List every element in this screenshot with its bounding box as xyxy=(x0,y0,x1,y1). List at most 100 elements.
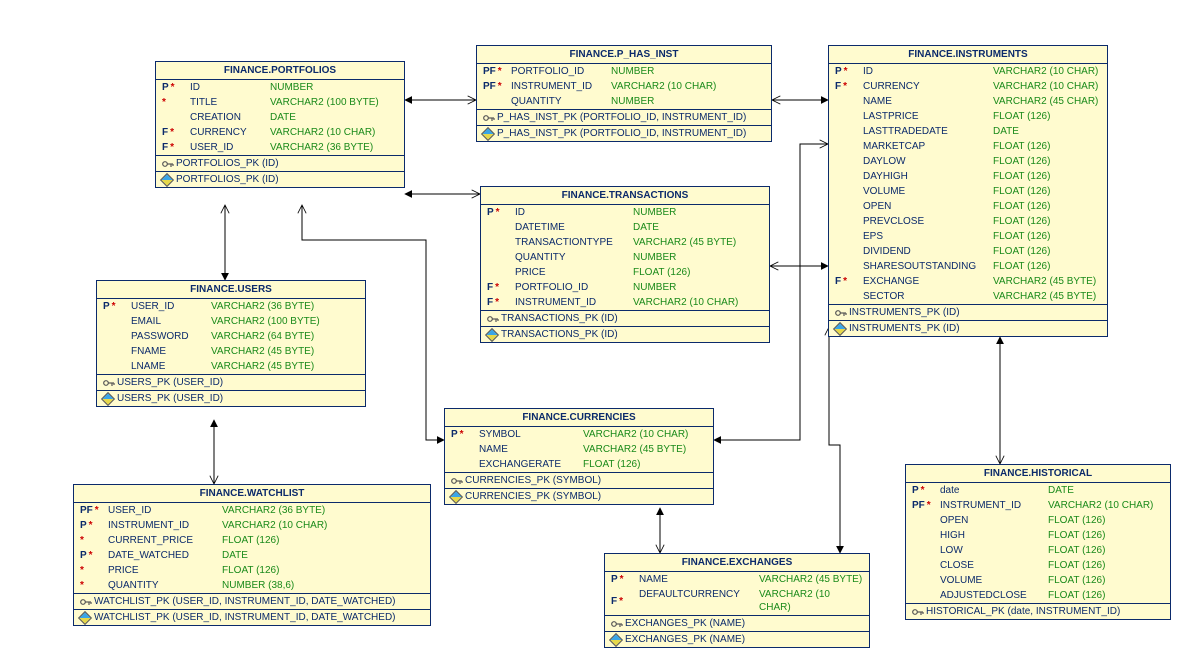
column-type: FLOAT (126) xyxy=(993,245,1101,258)
diamond-icon xyxy=(611,635,621,645)
key-flag: PF xyxy=(483,80,496,93)
column-type: VARCHAR2 (10 CHAR) xyxy=(222,519,424,532)
column-type: FLOAT (126) xyxy=(993,140,1101,153)
column-row: DAYHIGHFLOAT (126) xyxy=(829,169,1107,184)
required-flag: * xyxy=(496,206,500,219)
required-flag: * xyxy=(620,573,624,586)
entity-title: FINANCE.HISTORICAL xyxy=(906,465,1170,483)
required-flag: * xyxy=(89,519,93,532)
column-row: LASTPRICEFLOAT (126) xyxy=(829,109,1107,124)
key-flag: P xyxy=(162,81,169,94)
column-row: F*PORTFOLIO_IDNUMBER xyxy=(481,280,769,295)
column-name: TRANSACTIONTYPE xyxy=(515,236,633,249)
column-type: VARCHAR2 (64 BYTE) xyxy=(211,330,359,343)
column-name: SHARESOUTSTANDING xyxy=(863,260,993,273)
column-row: *PRICEFLOAT (126) xyxy=(74,563,430,578)
key-flag: F xyxy=(835,80,841,93)
key-flag: P xyxy=(451,428,458,441)
column-row: *QUANTITYNUMBER (38,6) xyxy=(74,578,430,593)
column-type: NUMBER xyxy=(633,281,763,294)
column-name: SYMBOL xyxy=(479,428,583,441)
constraint-row: CURRENCIES_PK (SYMBOL) xyxy=(445,473,713,489)
key-icon xyxy=(611,619,621,629)
column-row: PF*INSTRUMENT_IDVARCHAR2 (10 CHAR) xyxy=(906,498,1170,513)
column-name: LOW xyxy=(940,544,1048,557)
column-name: PREVCLOSE xyxy=(863,215,993,228)
column-name: PRICE xyxy=(515,266,633,279)
column-name: QUANTITY xyxy=(515,251,633,264)
column-name: NAME xyxy=(863,95,993,108)
required-flag: * xyxy=(162,96,166,109)
entity-users: FINANCE.USERSP*USER_IDVARCHAR2 (36 BYTE)… xyxy=(96,280,366,407)
column-name: CURRENCY xyxy=(863,80,993,93)
column-name: MARKETCAP xyxy=(863,140,993,153)
column-type: VARCHAR2 (36 BYTE) xyxy=(211,300,359,313)
column-type: VARCHAR2 (10 CHAR) xyxy=(1048,499,1164,512)
column-type: NUMBER xyxy=(270,81,398,94)
column-row: EXCHANGERATEFLOAT (126) xyxy=(445,457,713,472)
key-icon xyxy=(835,308,845,318)
key-flag: PF xyxy=(80,504,93,517)
column-row: P*DATE_WATCHEDDATE xyxy=(74,548,430,563)
constraint-row: P_HAS_INST_PK (PORTFOLIO_ID, INSTRUMENT_… xyxy=(477,126,771,141)
column-row: PF*INSTRUMENT_IDVARCHAR2 (10 CHAR) xyxy=(477,79,771,94)
entity-title: FINANCE.CURRENCIES xyxy=(445,409,713,427)
key-icon xyxy=(103,378,113,388)
constraint-row: INSTRUMENTS_PK (ID) xyxy=(829,321,1107,336)
column-row: ADJUSTEDCLOSEFLOAT (126) xyxy=(906,588,1170,603)
column-name: INSTRUMENT_ID xyxy=(515,296,633,309)
key-flag: F xyxy=(835,275,841,288)
constraint-text: INSTRUMENTS_PK (ID) xyxy=(849,307,960,318)
column-type: VARCHAR2 (36 BYTE) xyxy=(270,141,398,154)
key-icon xyxy=(487,314,497,324)
column-type: FLOAT (126) xyxy=(993,170,1101,183)
column-name: CREATION xyxy=(190,111,270,124)
required-flag: * xyxy=(89,549,93,562)
column-name: EPS xyxy=(863,230,993,243)
required-flag: * xyxy=(921,484,925,497)
column-name: QUANTITY xyxy=(511,95,611,108)
column-name: SECTOR xyxy=(863,290,993,303)
entity-transactions: FINANCE.TRANSACTIONSP*IDNUMBERDATETIMEDA… xyxy=(480,186,770,343)
constraint-row: EXCHANGES_PK (NAME) xyxy=(605,632,869,647)
column-type: VARCHAR2 (36 BYTE) xyxy=(222,504,424,517)
column-name: VOLUME xyxy=(863,185,993,198)
required-flag: * xyxy=(843,80,847,93)
column-type: DATE xyxy=(633,221,763,234)
key-flag: P xyxy=(912,484,919,497)
column-type: FLOAT (126) xyxy=(993,260,1101,273)
column-type: VARCHAR2 (45 CHAR) xyxy=(993,95,1101,108)
column-type: FLOAT (126) xyxy=(1048,529,1164,542)
required-flag: * xyxy=(80,564,84,577)
required-flag: * xyxy=(619,595,623,608)
column-row: F*DEFAULTCURRENCYVARCHAR2 (10 CHAR) xyxy=(605,587,869,615)
column-row: NAMEVARCHAR2 (45 CHAR) xyxy=(829,94,1107,109)
column-name: EXCHANGE xyxy=(863,275,993,288)
column-type: FLOAT (126) xyxy=(222,564,424,577)
column-row: EMAILVARCHAR2 (100 BYTE) xyxy=(97,314,365,329)
column-row: NAMEVARCHAR2 (45 BYTE) xyxy=(445,442,713,457)
column-row: PREVCLOSEFLOAT (126) xyxy=(829,214,1107,229)
column-row: QUANTITYNUMBER xyxy=(477,94,771,109)
entity-instruments: FINANCE.INSTRUMENTSP*IDVARCHAR2 (10 CHAR… xyxy=(828,45,1108,337)
key-icon xyxy=(483,113,493,123)
column-type: FLOAT (126) xyxy=(993,185,1101,198)
column-row: P*IDNUMBER xyxy=(156,80,404,95)
column-name: LNAME xyxy=(131,360,211,373)
column-name: date xyxy=(940,484,1048,497)
column-row: FNAMEVARCHAR2 (45 BYTE) xyxy=(97,344,365,359)
column-row: EPSFLOAT (126) xyxy=(829,229,1107,244)
entity-historical: FINANCE.HISTORICALP*dateDATEPF*INSTRUMEN… xyxy=(905,464,1171,620)
column-name: PORTFOLIO_ID xyxy=(511,65,611,78)
column-row: CLOSEFLOAT (126) xyxy=(906,558,1170,573)
column-row: QUANTITYNUMBER xyxy=(481,250,769,265)
column-row: MARKETCAPFLOAT (126) xyxy=(829,139,1107,154)
key-flag: P xyxy=(487,206,494,219)
column-name: ADJUSTEDCLOSE xyxy=(940,589,1048,602)
constraint-row: WATCHLIST_PK (USER_ID, INSTRUMENT_ID, DA… xyxy=(74,594,430,610)
constraint-row: TRANSACTIONS_PK (ID) xyxy=(481,311,769,327)
required-flag: * xyxy=(498,80,502,93)
column-row: LASTTRADEDATEDATE xyxy=(829,124,1107,139)
column-row: PF*USER_IDVARCHAR2 (36 BYTE) xyxy=(74,503,430,518)
entity-title: FINANCE.EXCHANGES xyxy=(605,554,869,572)
